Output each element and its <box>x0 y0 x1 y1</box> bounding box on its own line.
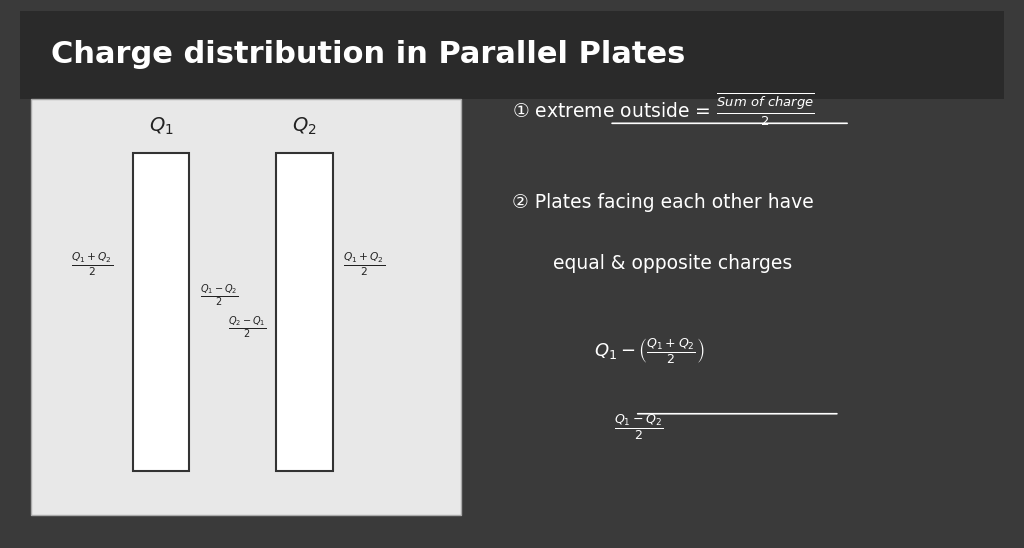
Text: $Q_1$: $Q_1$ <box>148 116 174 136</box>
Text: $\frac{Q_2-Q_1}{2}$: $\frac{Q_2-Q_1}{2}$ <box>227 315 266 341</box>
Text: ① extreme outside = $\frac{\overline{Sum\ of\ charge}}{2}$: ① extreme outside = $\frac{\overline{Sum… <box>512 92 814 128</box>
Bar <box>276 153 333 471</box>
Bar <box>20 11 1004 99</box>
Text: equal & opposite charges: equal & opposite charges <box>553 254 793 272</box>
Text: $Q_1 - \left(\frac{Q_1+Q_2}{2}\right)$: $Q_1 - \left(\frac{Q_1+Q_2}{2}\right)$ <box>594 336 705 366</box>
Text: $\frac{Q_1-Q_2}{2}$: $\frac{Q_1-Q_2}{2}$ <box>614 413 664 442</box>
Text: $Q_2$: $Q_2$ <box>292 116 317 136</box>
Text: $\frac{Q_1-Q_2}{2}$: $\frac{Q_1-Q_2}{2}$ <box>200 283 239 310</box>
Text: $\frac{Q_1+Q_2}{2}$: $\frac{Q_1+Q_2}{2}$ <box>343 251 385 278</box>
Text: $\frac{Q_1+Q_2}{2}$: $\frac{Q_1+Q_2}{2}$ <box>71 251 113 278</box>
Text: Charge distribution in Parallel Plates: Charge distribution in Parallel Plates <box>51 41 686 69</box>
Bar <box>31 99 461 515</box>
Bar <box>133 153 189 471</box>
Text: ② Plates facing each other have: ② Plates facing each other have <box>512 193 814 212</box>
